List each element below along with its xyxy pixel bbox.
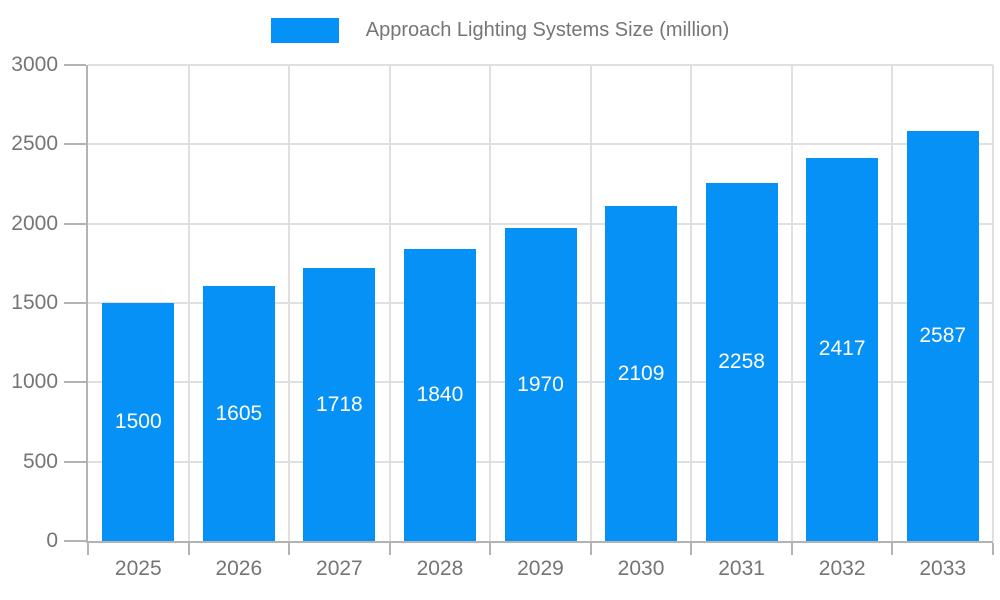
x-axis-tick xyxy=(489,543,492,555)
x-axis-tick xyxy=(690,543,693,555)
bar: 2587 xyxy=(906,130,979,541)
x-axis-tick xyxy=(288,543,291,555)
y-axis-tick xyxy=(64,540,86,542)
x-axis-tick xyxy=(790,543,793,555)
bar: 1970 xyxy=(504,228,577,541)
legend-swatch-icon xyxy=(270,17,339,43)
y-axis-tick xyxy=(64,302,86,304)
y-tick-label: 1500 xyxy=(11,291,58,314)
y-axis-tick xyxy=(64,381,86,384)
bar-value-label: 2109 xyxy=(617,361,665,385)
x-axis-tick xyxy=(891,543,894,555)
bar: 2258 xyxy=(705,182,778,541)
x-axis-tick xyxy=(187,543,190,555)
x-tick-label: 2029 xyxy=(517,557,564,580)
bar: 1718 xyxy=(303,268,376,541)
bar-value-label: 1840 xyxy=(416,383,464,407)
vertical-gridline xyxy=(489,65,492,541)
bar-value-label: 2587 xyxy=(919,323,967,347)
bar: 1500 xyxy=(102,303,175,541)
x-axis-tick xyxy=(87,543,89,555)
y-tick-label: 0 xyxy=(46,529,58,552)
y-axis-tick xyxy=(64,222,86,225)
bar-value-label: 1718 xyxy=(316,392,363,416)
y-tick-label: 500 xyxy=(22,449,58,473)
x-tick-label: 2027 xyxy=(316,557,363,580)
vertical-gridline xyxy=(992,65,994,541)
bar-value-label: 1970 xyxy=(517,372,564,396)
x-tick-label: 2033 xyxy=(919,557,967,580)
vertical-gridline xyxy=(790,65,793,541)
y-tick-label: 3000 xyxy=(11,53,58,76)
vertical-gridline xyxy=(690,65,693,541)
y-axis-tick xyxy=(64,64,86,66)
x-tick-label: 2032 xyxy=(818,557,866,580)
bar-value-label: 2258 xyxy=(718,349,765,373)
vertical-gridline xyxy=(388,65,391,541)
bar-value-label: 1500 xyxy=(114,410,162,433)
y-axis-line xyxy=(86,65,88,543)
chart-legend-item[interactable]: Approach Lighting Systems Size (million) xyxy=(0,17,1000,43)
y-tick-label: 1000 xyxy=(11,370,58,394)
y-tick-label: 2500 xyxy=(11,132,58,156)
x-axis-tick xyxy=(589,543,592,555)
x-tick-label: 2030 xyxy=(617,557,665,580)
x-tick-label: 2031 xyxy=(718,557,765,580)
bar-value-label: 2417 xyxy=(818,337,866,361)
vertical-gridline xyxy=(187,65,190,541)
legend-label: Approach Lighting Systems Size (million) xyxy=(365,19,730,41)
bar: 2417 xyxy=(806,157,879,541)
x-tick-label: 2025 xyxy=(114,557,162,580)
x-tick-label: 2028 xyxy=(416,557,464,580)
x-axis-tick xyxy=(388,543,391,555)
horizontal-gridline xyxy=(88,64,993,66)
x-axis-line xyxy=(86,541,993,543)
plot-area: 0 500 1000 1500 2000 2500 3000 1500 2025 1605 2026… xyxy=(11,53,994,580)
vertical-gridline xyxy=(288,65,291,541)
vertical-gridline xyxy=(891,65,894,541)
bar: 2109 xyxy=(605,206,678,541)
bar-value-label: 1605 xyxy=(215,401,263,425)
y-axis-tick xyxy=(64,143,86,146)
x-axis-tick xyxy=(992,543,994,555)
y-axis-tick xyxy=(64,460,86,463)
bar: 1840 xyxy=(403,249,476,541)
bar: 1605 xyxy=(202,286,275,541)
y-tick-label: 2000 xyxy=(11,211,58,235)
horizontal-gridline xyxy=(88,222,993,225)
vertical-gridline xyxy=(589,65,592,541)
horizontal-gridline xyxy=(88,143,993,146)
x-tick-label: 2026 xyxy=(215,557,263,580)
